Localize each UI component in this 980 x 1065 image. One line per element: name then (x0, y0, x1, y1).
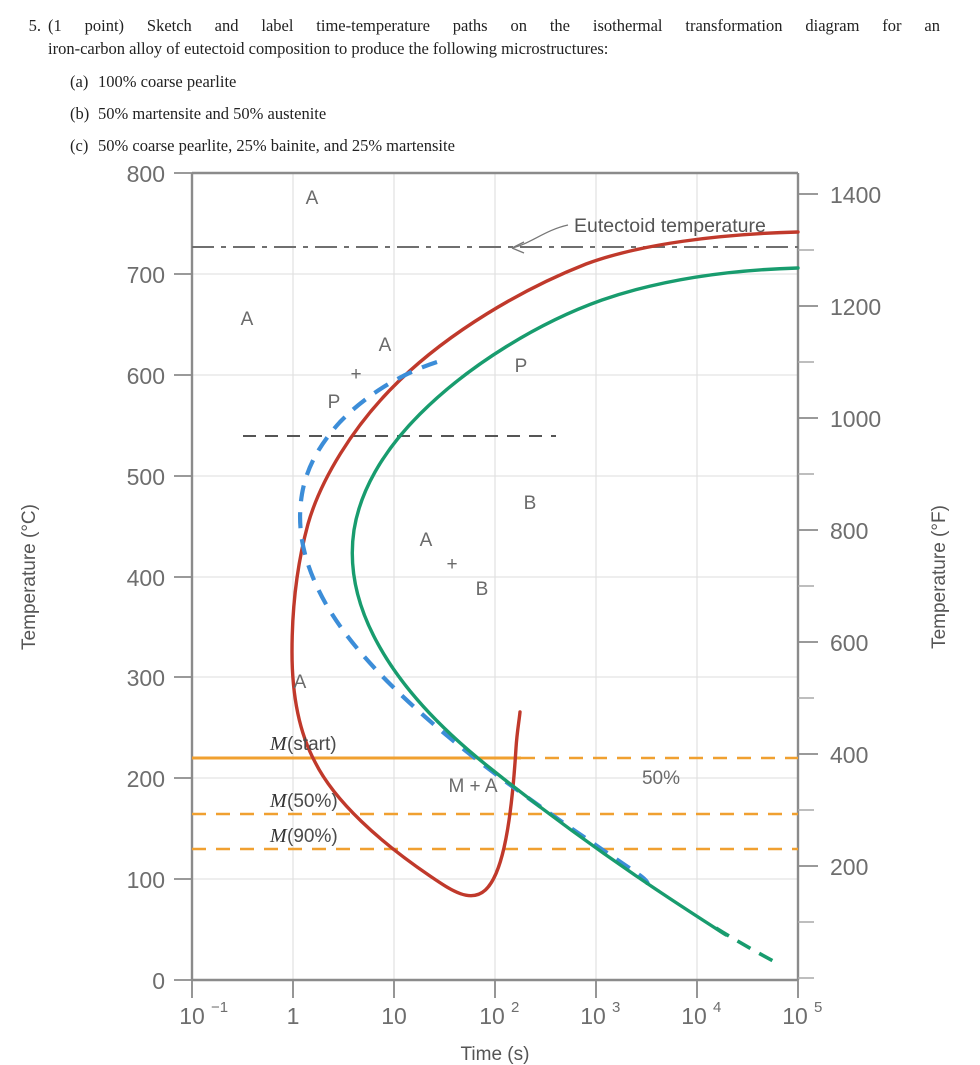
x-axis-ticks (191, 980, 799, 998)
y-tick-label-0: 0 (152, 968, 165, 994)
left-axis-tick-labels: 800 700 600 500 400 300 200 100 0 (127, 161, 165, 994)
x-axis-title: Time (s) (461, 1044, 530, 1065)
x-axis-tick-labels: 10 −1 1 10 10 2 10 3 10 4 10 (179, 999, 822, 1029)
x-tick-label-1e5: 10 5 (782, 999, 822, 1029)
y2-tick-label-1200: 1200 (830, 294, 881, 320)
y-tick-label-800: 800 (127, 161, 165, 187)
ttt-diagram-figure: 800 700 600 500 400 300 200 100 0 Temper… (0, 152, 980, 1065)
question-part-a: (a) 100% coarse pearlite (70, 71, 940, 93)
x-tick-base-5: 10 (681, 1003, 707, 1029)
part-b-marker: (b) (70, 104, 90, 123)
y2-tick-label-600: 600 (830, 630, 868, 656)
transformation-start-curve (290, 230, 800, 898)
x-tick-label-1: 1 (287, 1003, 300, 1029)
y-tick-label-500: 500 (127, 464, 165, 490)
region-label-austenite-left: A (241, 309, 254, 330)
part-a-text: 100% coarse pearlite (98, 72, 237, 91)
part-a-marker: (a) (70, 72, 89, 91)
y2-tick-label-800: 800 (830, 518, 868, 544)
m-ninety-label: M (90%) (269, 825, 338, 847)
x-tick-exp-3: 2 (511, 999, 519, 1016)
y-tick-label-300: 300 (127, 665, 165, 691)
eutectoid-temperature-label: Eutectoid temperature (574, 215, 766, 237)
region-label-fifty-percent: 50% (642, 768, 680, 789)
region-label-ap-p: P (328, 392, 341, 413)
region-label-ap-plus: + (350, 364, 361, 385)
y-axis-title-fahrenheit: Temperature (°F) (929, 505, 950, 649)
y-tick-label-400: 400 (127, 565, 165, 591)
m-start-label-m: M (269, 733, 288, 755)
y2-tick-label-1000: 1000 (830, 406, 881, 432)
m-fifty-label-m: M (269, 790, 288, 812)
region-labels: A A A P B A + P A + B M + A 50% (241, 188, 680, 797)
region-label-ap-a: A (379, 335, 392, 356)
x-tick-label-1e-1: 10 −1 (179, 999, 228, 1029)
question-number: 5. (28, 16, 41, 35)
right-axis-ticks (798, 193, 818, 979)
x-tick-base-3: 10 (479, 1003, 505, 1029)
y2-tick-label-400: 400 (830, 742, 868, 768)
y-tick-label-100: 100 (127, 867, 165, 893)
region-label-martensite-austenite: M + A (448, 776, 497, 797)
transformation-end-curve-tail (715, 926, 776, 964)
m-fifty-label: M (50%) (269, 790, 338, 812)
region-label-pearlite: P (515, 356, 528, 377)
region-label-austenite-lower: A (294, 672, 307, 693)
part-b-text: 50% martensite and 50% austenite (98, 104, 327, 123)
region-label-ab-a: A (420, 530, 433, 551)
region-label-ab-plus: + (446, 554, 457, 575)
m-start-label: M (start) (269, 733, 337, 755)
y-tick-label-200: 200 (127, 766, 165, 792)
x-tick-base-4: 10 (580, 1003, 606, 1029)
x-tick-label-1e2: 10 2 (479, 999, 519, 1029)
martensite-labels: M (start) M (50%) M (90%) (269, 733, 338, 847)
y-tick-label-700: 700 (127, 262, 165, 288)
region-label-austenite-top: A (306, 188, 319, 209)
y2-tick-label-200: 200 (830, 854, 868, 880)
part-c-marker: (c) (70, 136, 89, 155)
transformation-end-curve (350, 266, 800, 937)
question-stem-row: 5. (1 point) Sketch and label time-tempe… (22, 14, 940, 167)
question-stem-line1: (1 point) Sketch and label time-temperat… (48, 16, 940, 35)
x-tick-base-6: 10 (782, 1003, 808, 1029)
y2-tick-label-1400: 1400 (830, 182, 881, 208)
m-ninety-label-m: M (269, 825, 288, 847)
x-tick-base-1: 1 (287, 1003, 300, 1029)
y-axis-title-celsius: Temperature (°C) (19, 504, 40, 650)
question-part-b: (b) 50% martensite and 50% austenite (70, 103, 940, 125)
ttt-diagram-svg: 800 700 600 500 400 300 200 100 0 Temper… (19, 161, 950, 1065)
question-block: 5. (1 point) Sketch and label time-tempe… (0, 0, 980, 167)
part-c-text: 50% coarse pearlite, 25% bainite, and 25… (98, 136, 455, 155)
x-tick-label-1e3: 10 3 (580, 999, 620, 1029)
x-tick-exp-6: 5 (814, 999, 822, 1016)
y-tick-label-600: 600 (127, 363, 165, 389)
x-tick-base-0: 10 (179, 1003, 205, 1029)
m-fifty-label-rest: (50%) (287, 791, 338, 812)
x-tick-base-2: 10 (381, 1003, 407, 1029)
question-part-c: (c) 50% coarse pearlite, 25% bainite, an… (70, 135, 940, 157)
question-stem-line2: iron-carbon alloy of eutectoid compositi… (48, 39, 609, 58)
region-label-ab-b: B (476, 579, 489, 600)
eutectoid-annotation-leader (511, 224, 569, 254)
left-axis-ticks (174, 172, 192, 981)
question-stem: (1 point) Sketch and label time-temperat… (48, 14, 940, 167)
x-tick-exp-4: 3 (612, 999, 620, 1016)
m-ninety-label-rest: (90%) (287, 826, 338, 847)
x-tick-label-1e4: 10 4 (681, 999, 721, 1029)
region-label-bainite: B (524, 493, 537, 514)
x-tick-exp-0: −1 (211, 999, 228, 1016)
x-tick-exp-5: 4 (713, 999, 721, 1016)
right-axis-tick-labels: 1400 1200 1000 800 600 400 200 (830, 182, 881, 880)
fifty-percent-transformation-curve (298, 360, 651, 886)
m-start-label-rest: (start) (287, 734, 337, 755)
question-parts-list: (a) 100% coarse pearlite (b) 50% martens… (48, 71, 940, 157)
x-tick-label-10: 10 (381, 1003, 407, 1029)
